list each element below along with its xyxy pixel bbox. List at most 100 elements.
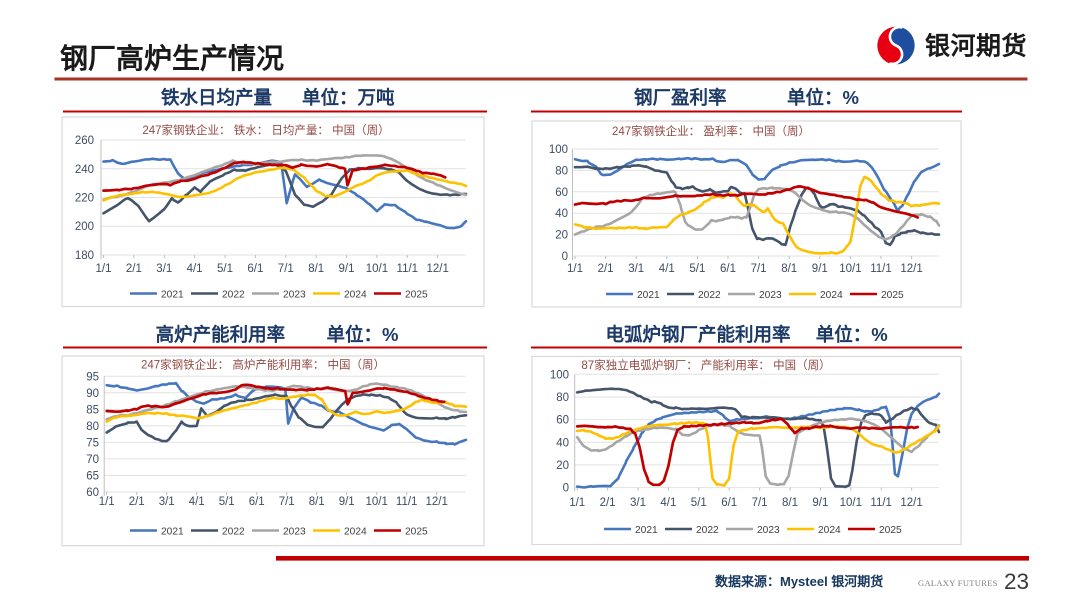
svg-text:4/1: 4/1: [189, 496, 205, 508]
svg-text:铁水日均产量: 铁水日均产量: [161, 87, 273, 108]
svg-text:6/1: 6/1: [721, 497, 737, 509]
svg-text:GALAXY FUTURES: GALAXY FUTURES: [918, 578, 998, 588]
svg-text:2021: 2021: [637, 290, 660, 301]
svg-text:2023: 2023: [283, 290, 306, 301]
svg-text:95: 95: [86, 371, 99, 383]
svg-text:85: 85: [86, 404, 99, 416]
svg-text:10/1: 10/1: [366, 263, 388, 275]
svg-text:40: 40: [555, 208, 568, 220]
svg-text:2/1: 2/1: [598, 263, 614, 275]
svg-text:2021: 2021: [161, 527, 184, 538]
svg-text:4/1: 4/1: [659, 263, 675, 275]
svg-text:75: 75: [86, 437, 99, 449]
svg-text:2/1: 2/1: [129, 496, 145, 508]
svg-text:87家独立电弧炉钢厂： 产能利用率： 中国（周）: 87家独立电弧炉钢厂： 产能利用率： 中国（周）: [581, 358, 830, 372]
svg-text:2024: 2024: [820, 290, 843, 301]
svg-text:240: 240: [75, 164, 94, 176]
svg-text:7/1: 7/1: [752, 497, 768, 509]
svg-text:60: 60: [556, 415, 569, 427]
svg-text:5/1: 5/1: [219, 496, 235, 508]
svg-text:银河期货: 银河期货: [925, 32, 1027, 61]
svg-text:10/1: 10/1: [840, 497, 862, 509]
svg-text:2025: 2025: [879, 525, 902, 536]
svg-text:2025: 2025: [405, 527, 428, 538]
svg-text:247家钢铁企业： 盈利率： 中国（周）: 247家钢铁企业： 盈利率： 中国（周）: [612, 124, 810, 138]
svg-text:260: 260: [75, 135, 94, 147]
svg-text:2021: 2021: [635, 525, 658, 536]
svg-text:9/1: 9/1: [339, 263, 355, 275]
svg-text:8/1: 8/1: [782, 497, 798, 509]
svg-text:11/1: 11/1: [396, 496, 418, 508]
svg-text:11/1: 11/1: [870, 263, 892, 275]
svg-text:247家钢铁企业： 高炉产能利用率： 中国（周）: 247家钢铁企业： 高炉产能利用率： 中国（周）: [141, 358, 385, 372]
svg-text:23: 23: [1004, 569, 1029, 594]
svg-text:6/1: 6/1: [247, 263, 263, 275]
svg-text:2023: 2023: [757, 525, 780, 536]
svg-text:20: 20: [556, 460, 569, 472]
svg-text:8/1: 8/1: [781, 263, 797, 275]
svg-text:80: 80: [556, 392, 569, 404]
svg-text:60: 60: [555, 187, 568, 199]
svg-text:钢厂高炉生产情况: 钢厂高炉生产情况: [60, 43, 284, 74]
svg-text:2025: 2025: [405, 290, 428, 301]
svg-text:2024: 2024: [818, 525, 841, 536]
svg-text:10/1: 10/1: [366, 496, 388, 508]
svg-text:12/1: 12/1: [427, 263, 449, 275]
svg-text:7/1: 7/1: [751, 263, 767, 275]
svg-text:2024: 2024: [344, 290, 367, 301]
svg-text:247家钢铁企业： 铁水： 日均产量： 中国（周）: 247家钢铁企业： 铁水： 日均产量： 中国（周）: [142, 123, 389, 137]
svg-text:12/1: 12/1: [900, 263, 922, 275]
svg-text:80: 80: [555, 165, 568, 177]
svg-text:0: 0: [563, 483, 569, 495]
svg-text:12/1: 12/1: [426, 496, 448, 508]
svg-text:单位：%: 单位：%: [787, 87, 859, 108]
svg-text:11/1: 11/1: [397, 263, 419, 275]
svg-text:9/1: 9/1: [339, 496, 355, 508]
svg-text:8/1: 8/1: [308, 263, 324, 275]
svg-text:7/1: 7/1: [278, 263, 294, 275]
svg-text:2022: 2022: [696, 525, 719, 536]
svg-text:2021: 2021: [161, 290, 184, 301]
svg-text:2025: 2025: [881, 290, 904, 301]
svg-text:220: 220: [75, 193, 94, 205]
svg-text:3/1: 3/1: [156, 263, 172, 275]
svg-text:2022: 2022: [222, 527, 245, 538]
svg-text:3/1: 3/1: [159, 496, 175, 508]
svg-text:100: 100: [550, 369, 569, 381]
svg-text:12/1: 12/1: [900, 497, 922, 509]
svg-text:1/1: 1/1: [567, 263, 583, 275]
svg-text:单位：%: 单位：%: [816, 324, 888, 345]
svg-text:单位：%: 单位：%: [327, 324, 399, 345]
svg-text:65: 65: [86, 471, 99, 483]
svg-text:2022: 2022: [222, 290, 245, 301]
svg-text:70: 70: [86, 454, 99, 466]
svg-text:5/1: 5/1: [217, 263, 233, 275]
svg-text:200: 200: [75, 221, 94, 233]
svg-text:180: 180: [75, 250, 94, 262]
svg-text:90: 90: [86, 388, 99, 400]
svg-text:80: 80: [86, 421, 99, 433]
svg-text:20: 20: [555, 230, 568, 242]
svg-text:2022: 2022: [698, 290, 721, 301]
svg-text:1/1: 1/1: [569, 497, 585, 509]
svg-text:电弧炉钢厂产能利用率: 电弧炉钢厂产能利用率: [606, 324, 791, 345]
svg-text:5/1: 5/1: [691, 497, 707, 509]
svg-text:1/1: 1/1: [99, 496, 115, 508]
svg-text:1/1: 1/1: [96, 263, 112, 275]
svg-text:6/1: 6/1: [249, 496, 265, 508]
svg-text:8/1: 8/1: [309, 496, 325, 508]
svg-text:4/1: 4/1: [660, 497, 676, 509]
svg-text:6/1: 6/1: [720, 263, 736, 275]
svg-text:9/1: 9/1: [812, 497, 828, 509]
svg-text:0: 0: [562, 251, 568, 263]
svg-text:100: 100: [549, 144, 568, 156]
svg-text:数据来源：Mysteel 银河期货: 数据来源：Mysteel 银河期货: [715, 574, 883, 589]
svg-text:2023: 2023: [283, 527, 306, 538]
svg-text:9/1: 9/1: [812, 263, 828, 275]
svg-text:4/1: 4/1: [187, 263, 203, 275]
svg-text:高炉产能利用率: 高炉产能利用率: [156, 324, 286, 345]
svg-text:单位：万吨: 单位：万吨: [302, 87, 395, 108]
svg-text:钢厂盈利率: 钢厂盈利率: [634, 87, 727, 108]
svg-text:60: 60: [86, 487, 99, 499]
svg-text:2024: 2024: [344, 527, 367, 538]
